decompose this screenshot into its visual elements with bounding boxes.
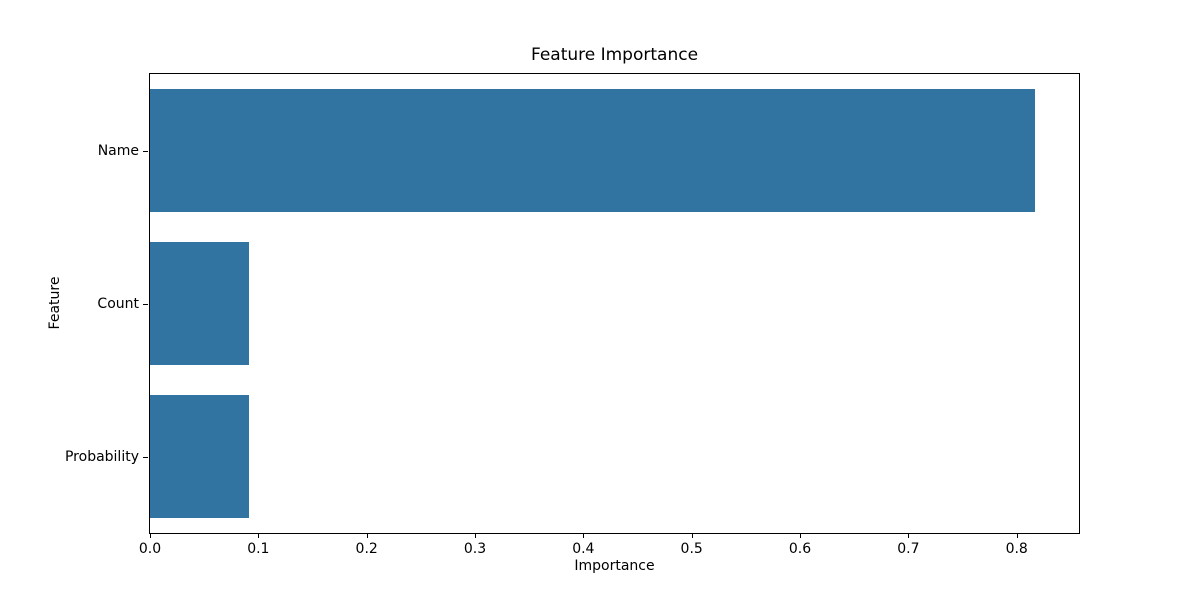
x-tick-mark	[908, 533, 910, 538]
plot-area: Name Count Probability 0.0 0.1 0.2 0.3 0.4 0.5 0.…	[65, 73, 1080, 557]
x-tick-mark	[366, 533, 368, 538]
x-tick-label: 0.5	[680, 541, 703, 557]
x-tick-label: 0.7	[897, 541, 920, 557]
x-axis-label: Importance	[574, 558, 655, 574]
x-tick-mark	[150, 533, 151, 538]
y-tick-label: Probability	[64, 448, 139, 465]
y-tick-mark	[143, 303, 148, 305]
x-tick-mark	[800, 533, 802, 538]
x-tick-mark	[475, 533, 476, 538]
x-tick-mark	[258, 533, 260, 538]
x-tick-label: 0.1	[247, 541, 270, 557]
x-tick-label: 0.0	[138, 541, 162, 557]
x-tick-mark	[583, 533, 585, 538]
x-tick-label: 0.8	[1005, 541, 1028, 557]
y-tick-label: Count	[97, 295, 139, 312]
x-tick-label: 0.6	[788, 541, 812, 557]
bar-name	[150, 89, 1036, 212]
y-tick-mark	[143, 456, 148, 458]
x-tick-mark	[691, 533, 693, 538]
y-axis-label: Feature	[47, 276, 63, 330]
chart-title: Feature Importance	[530, 45, 699, 65]
y-tick-label: Name	[97, 142, 139, 159]
bar-count	[150, 242, 249, 365]
bar-probability	[150, 395, 249, 518]
y-tick-mark	[143, 150, 148, 152]
x-tick-label: 0.3	[463, 541, 487, 557]
x-tick-label: 0.4	[572, 541, 595, 557]
x-tick-label: 0.2	[355, 541, 378, 557]
x-tick-mark	[1016, 533, 1018, 538]
